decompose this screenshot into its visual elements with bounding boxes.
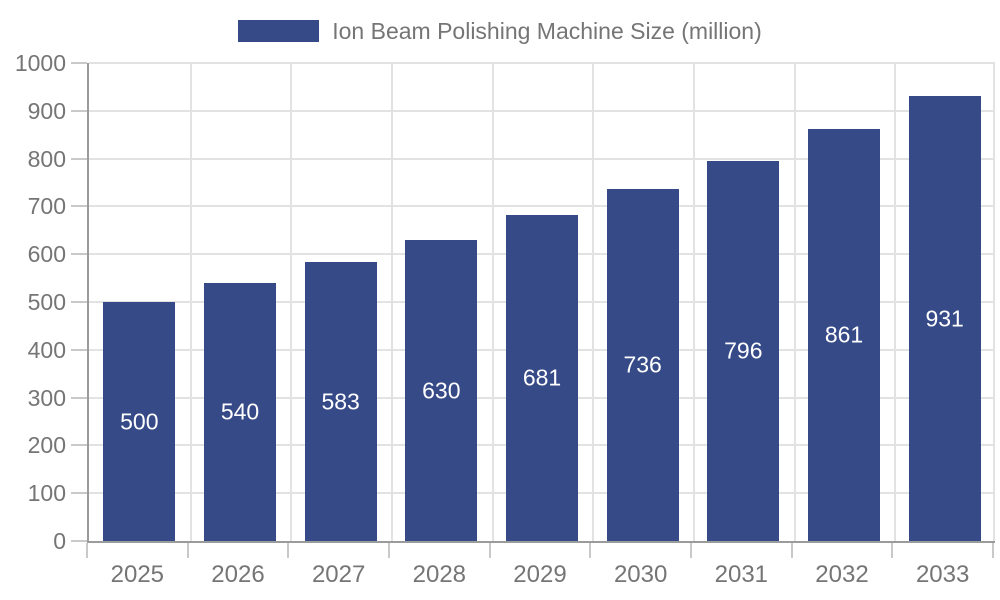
bar-2032: 861 — [808, 129, 880, 541]
bar-value-label: 583 — [321, 388, 360, 414]
bar-value-label: 500 — [120, 408, 159, 434]
x-axis: 2025 2026 2027 2028 2029 2030 2031 2032 2033 — [86, 543, 994, 600]
plot-area: 500 540 583 630 681 736 796 861 931 — [87, 62, 995, 543]
x-tick-mark — [790, 543, 793, 558]
y-tick-label: 400 — [27, 336, 66, 363]
legend-item[interactable]: Ion Beam Polishing Machine Size (million… — [238, 18, 762, 45]
y-tick-mark — [71, 205, 87, 208]
gridline-horizontal — [89, 205, 995, 208]
y-tick-label: 700 — [27, 193, 66, 220]
y-tick-label: 300 — [27, 384, 66, 411]
bar-value-label: 681 — [522, 364, 562, 391]
y-tick-label: 200 — [27, 432, 66, 459]
legend-swatch-icon — [238, 20, 320, 42]
y-tick-label: 900 — [27, 97, 66, 124]
x-tick-label: 2026 — [211, 561, 265, 588]
x-tick-mark — [690, 543, 692, 558]
y-tick-label: 0 — [53, 528, 66, 554]
x-tick-label: 2029 — [513, 561, 567, 588]
gridline-horizontal — [89, 62, 995, 64]
x-tick-label: 2028 — [412, 561, 467, 588]
gridline-vertical — [693, 63, 695, 541]
gridline-vertical — [592, 63, 595, 541]
y-tick-mark — [71, 492, 87, 495]
bar-2029: 681 — [506, 215, 578, 541]
bar-value-label: 630 — [422, 377, 461, 403]
y-tick-mark — [71, 253, 87, 256]
x-tick-label: 2032 — [815, 561, 869, 588]
y-tick-label: 100 — [27, 480, 66, 507]
y-tick-label: 600 — [27, 241, 66, 268]
y-tick-mark — [71, 109, 87, 112]
y-tick-mark — [71, 348, 87, 351]
y-tick-mark — [71, 301, 87, 303]
x-tick-mark — [186, 543, 189, 558]
bar-value-label: 736 — [623, 351, 662, 378]
x-tick-mark — [992, 543, 994, 558]
gridline-horizontal — [89, 109, 995, 112]
legend: Ion Beam Polishing Machine Size (million… — [0, 12, 1000, 50]
x-tick-label: 2025 — [110, 561, 165, 588]
gridline-vertical — [993, 63, 995, 541]
x-tick-mark — [488, 543, 491, 558]
x-tick-label: 2033 — [915, 561, 970, 588]
y-tick-label: 1000 — [14, 50, 66, 76]
gridline-vertical — [391, 63, 393, 541]
bar-2025: 500 — [103, 302, 176, 541]
bar-2026: 540 — [204, 283, 276, 541]
y-axis: 0 100 200 300 400 500 600 700 800 900 1000 — [0, 50, 87, 554]
x-tick-label: 2031 — [714, 561, 769, 588]
x-tick-mark — [287, 543, 290, 558]
y-tick-mark — [71, 396, 87, 399]
bar-2033: 931 — [908, 96, 981, 541]
x-tick-mark — [86, 543, 88, 558]
bar-value-label: 540 — [220, 398, 260, 425]
bar-value-label: 861 — [824, 321, 864, 348]
bar-2030: 736 — [606, 189, 679, 541]
y-tick-mark — [71, 444, 87, 447]
x-tick-mark — [589, 543, 592, 558]
legend-label: Ion Beam Polishing Machine Size (million… — [332, 17, 762, 44]
x-tick-label: 2027 — [311, 561, 366, 588]
gridline-vertical — [491, 63, 494, 541]
x-tick-label: 2030 — [613, 561, 668, 588]
gridline-horizontal — [89, 157, 995, 160]
y-tick-label: 800 — [27, 145, 66, 172]
bar-value-label: 931 — [925, 305, 964, 331]
x-tick-mark — [388, 543, 390, 558]
y-tick-mark — [71, 540, 87, 542]
bar-value-label: 796 — [724, 337, 763, 364]
gridline-vertical — [793, 63, 796, 541]
y-tick-label: 500 — [27, 289, 66, 315]
y-tick-mark — [71, 157, 87, 160]
gridline-vertical — [290, 63, 293, 541]
bar-2027: 583 — [304, 262, 377, 541]
y-tick-mark — [71, 62, 87, 64]
x-tick-mark — [891, 543, 894, 558]
bar-2028: 630 — [405, 240, 478, 541]
bar-2031: 796 — [707, 161, 780, 541]
gridline-vertical — [894, 63, 897, 541]
gridline-vertical — [189, 63, 192, 541]
